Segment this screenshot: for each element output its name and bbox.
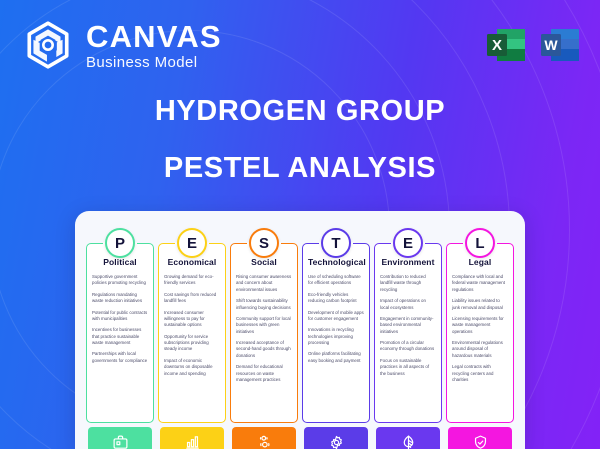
pestel-letter-badge: L [465,228,495,258]
svg-text:X: X [492,37,502,54]
pestel-column-political: P Political Supportive government policies… [86,228,154,449]
pestel-item: Development of mobile apps for customer … [308,309,364,321]
pestel-item: Innovations in recycling technologies im… [308,327,354,345]
pestel-item: Use of scheduling software for efficient… [308,274,361,286]
leaf-icon [376,427,440,449]
pestel-item: Liability issues related to junk removal… [452,298,503,310]
pestel-column-legal: L Legal Compliance with local and federal … [446,228,514,449]
pestel-item: Environmental regulations around disposa… [452,340,503,358]
pestel-item: Contribution to reduced landfill waste t… [380,274,426,292]
word-icon[interactable]: W [538,23,582,67]
pestel-category-name: Social [251,257,277,267]
title-block: HYDROGEN GROUP PESTEL ANALYSIS [0,95,600,185]
briefcase-icon [88,427,152,449]
bar-chart-icon [160,427,224,449]
pestel-card: Social Rising consumer awareness and conc… [230,243,298,423]
pestel-item: Impact of economic downturns on disposab… [164,357,213,376]
pestel-panel: P Political Supportive government policies… [75,211,525,449]
pestel-item-list: Use of scheduling software for efficient… [308,274,364,364]
pestel-item: Impact of operations on local ecosystems [380,298,426,310]
brand-title: CANVAS [86,18,222,54]
pestel-item: Incentives for businesses that practice … [92,327,142,345]
pestel-column-environment: E Environment Contribution to reduced land… [374,228,442,449]
pestel-item: Engagement in community-based environmen… [380,315,434,334]
excel-icon[interactable]: X [484,23,528,67]
pestel-item: Legal contracts with recycling centers a… [452,364,494,382]
page-title: HYDROGEN GROUP [154,95,446,127]
pestel-item: Partnerships with local governments for … [92,351,148,363]
pestel-item: Eco-friendly vehicles reducing carbon fo… [308,291,357,304]
gear-icon [304,427,368,449]
pestel-item: Promotion of a circular economy through … [380,340,435,352]
pestel-item: Shift towards sustainability influencing… [236,298,291,310]
shield-check-icon [448,427,512,449]
pestel-item: Online platforms facilitating easy booki… [308,351,361,363]
pestel-item: Growing demand for eco-friendly services [164,274,214,286]
pestel-item: Increased acceptance of second-hand good… [236,340,291,358]
pestel-item: Demand for educational resources on wast… [236,364,283,382]
pestel-card: Economical Growing demand for eco-friendl… [158,243,226,423]
pestel-item-list: Rising consumer awareness and concern ab… [236,274,292,383]
page-subtitle: PESTEL ANALYSIS [163,152,437,184]
pestel-item: Licensing requirements for waste managem… [452,315,504,334]
pestel-item: Potential for public contracts with muni… [92,309,148,321]
pestel-category-name: Technological [308,257,366,267]
brand: CANVAS Business Model [22,19,222,71]
pestel-item-list: Supportive government policies promoting… [92,274,148,364]
pestel-card: Legal Compliance with local and federal w… [446,243,514,423]
pestel-letter-badge: P [105,228,135,258]
app-icons: X W [484,23,582,67]
svg-text:W: W [544,37,558,53]
pestel-column-economical: E Economical Growing demand for eco-friend… [158,228,226,449]
pestel-letter-badge: S [249,228,279,258]
pestel-item: Rising consumer awareness and concern ab… [236,274,292,292]
pestel-column-technological: T Technological Use of scheduling software… [302,228,370,449]
pestel-item: Community support for local businesses w… [236,315,291,334]
users-icon [232,427,296,449]
pestel-letter-badge: T [321,228,351,258]
decorative-arc [0,0,570,449]
pestel-item: Opportunity for service subscriptions pr… [164,333,209,352]
pestel-category-name: Economical [167,257,217,267]
hexagon-spiral-logo-icon [22,19,74,71]
pestel-category-name: Political [103,257,137,267]
pestel-item: Focus on sustainable practices in all as… [380,357,430,376]
pestel-letter-badge: E [177,228,207,258]
pestel-item: Supportive government policies promoting… [92,274,146,286]
pestel-card: Technological Use of scheduling software … [302,243,370,423]
pestel-letter-badge: E [393,228,423,258]
pestel-item: Cost savings from reduced landfill fees [164,291,217,304]
pestel-card: Political Supportive government policies … [86,243,154,423]
pestel-item-list: Compliance with local and federal waste … [452,274,508,383]
pestel-column-social: S Social Rising consumer awareness and con… [230,228,298,449]
pestel-item-list: Contribution to reduced landfill waste t… [380,274,436,377]
pestel-item: Increased consumer willingness to pay fo… [164,309,205,328]
pestel-columns: P Political Supportive government policies… [75,228,525,449]
pestel-card: Environment Contribution to reduced landf… [374,243,442,423]
pestel-item: Compliance with local and federal waste … [452,274,505,292]
pestel-item-list: Growing demand for eco-friendly services… [164,274,220,377]
pestel-category-name: Environment [381,257,435,267]
pestel-category-name: Legal [468,257,492,267]
header: CANVAS Business Model X W [0,0,600,90]
brand-subtitle: Business Model [86,53,198,71]
pestel-item: Regulations mandating waste reduction in… [92,291,143,304]
